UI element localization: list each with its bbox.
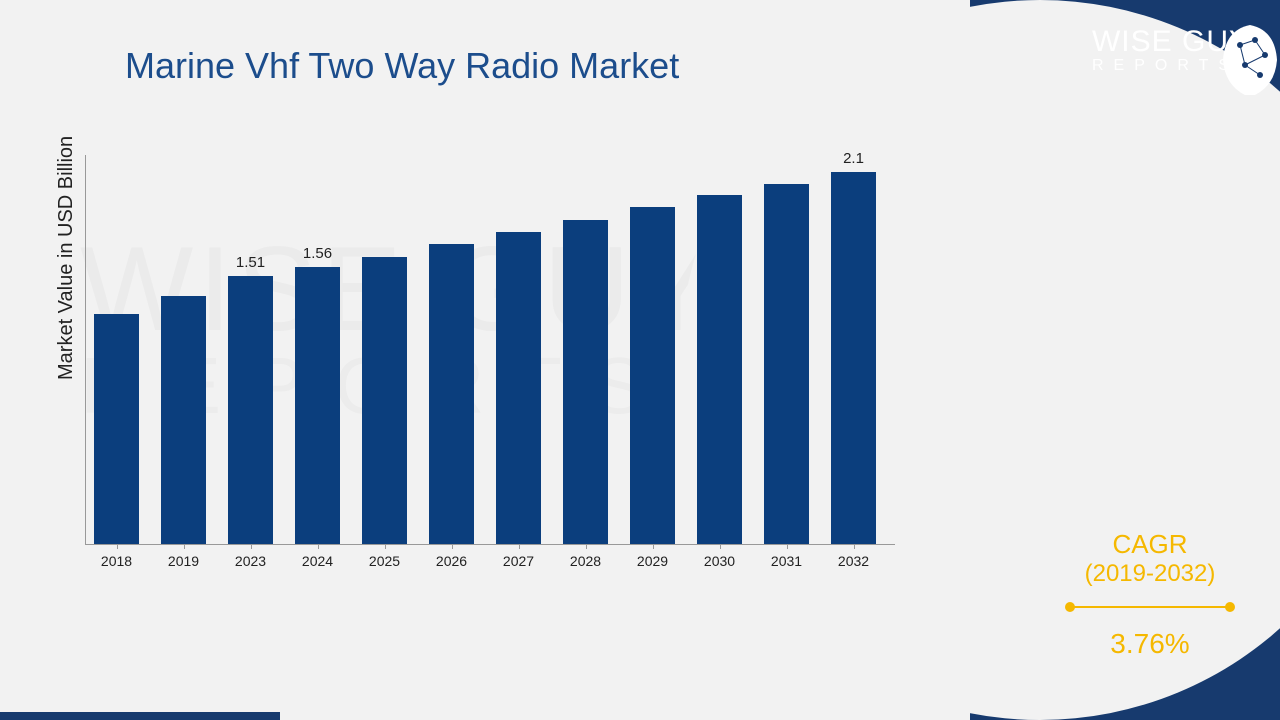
bar-value-label: 1.56 [303, 245, 332, 262]
bars-area: 2018 2019 1.512023 1.562024 2025 2026 2027 2028… [85, 155, 895, 545]
bar-group: 1.512023 [228, 276, 273, 544]
bar-group: 2028 [563, 220, 608, 544]
bar-group: 2025 [362, 257, 407, 544]
bar: 2.1 [831, 172, 876, 544]
bar-group: 1.562024 [295, 267, 340, 544]
bar-group: 2026 [429, 244, 474, 544]
x-tick-mark [452, 544, 453, 549]
x-tick-mark [184, 544, 185, 549]
bar [496, 232, 541, 544]
bar: 1.56 [295, 267, 340, 544]
x-tick-mark [720, 544, 721, 549]
bar-group: 2029 [630, 207, 675, 544]
bar-group: 2019 [161, 296, 206, 544]
y-axis-label: Market Value in USD Billion [55, 136, 78, 380]
bar [697, 195, 742, 544]
x-tick-mark [787, 544, 788, 549]
x-tick-label: 2032 [838, 553, 869, 569]
bar-group: 2018 [94, 314, 139, 544]
x-tick-label: 2028 [570, 553, 601, 569]
cagr-divider [1070, 606, 1230, 608]
bar [161, 296, 206, 544]
bar-group: 2031 [764, 184, 809, 544]
cagr-block: CAGR (2019-2032) 3.76% [1050, 529, 1250, 660]
x-tick-label: 2026 [436, 553, 467, 569]
bar-group: 2027 [496, 232, 541, 544]
bar [94, 314, 139, 544]
bar-value-label: 2.1 [843, 150, 864, 167]
x-tick-label: 2027 [503, 553, 534, 569]
x-tick-label: 2023 [235, 553, 266, 569]
chart-title: Marine Vhf Two Way Radio Market [125, 45, 679, 87]
x-tick-label: 2030 [704, 553, 735, 569]
bar [362, 257, 407, 544]
x-tick-mark [117, 544, 118, 549]
bar-chart: 201820191.5120231.5620242025202620272028… [85, 155, 895, 575]
x-tick-mark [854, 544, 855, 549]
logo-head-icon [1215, 20, 1280, 100]
x-tick-label: 2024 [302, 553, 333, 569]
x-tick-label: 2018 [101, 553, 132, 569]
bar-group: 2030 [697, 195, 742, 544]
bar [563, 220, 608, 544]
cagr-value: 3.76% [1050, 628, 1250, 660]
x-tick-label: 2025 [369, 553, 400, 569]
bar [429, 244, 474, 544]
cagr-label: CAGR [1050, 529, 1250, 560]
x-tick-label: 2029 [637, 553, 668, 569]
bar [764, 184, 809, 544]
x-tick-mark [519, 544, 520, 549]
x-tick-mark [586, 544, 587, 549]
x-tick-label: 2019 [168, 553, 199, 569]
bar: 1.51 [228, 276, 273, 544]
x-tick-mark [385, 544, 386, 549]
cagr-range: (2019-2032) [1050, 560, 1250, 588]
bottom-accent-bar [0, 712, 280, 720]
x-tick-label: 2031 [771, 553, 802, 569]
x-tick-mark [251, 544, 252, 549]
x-tick-mark [318, 544, 319, 549]
bar-value-label: 1.51 [236, 254, 265, 271]
bar [630, 207, 675, 544]
bar-group: 2.12032 [831, 172, 876, 544]
x-tick-mark [653, 544, 654, 549]
